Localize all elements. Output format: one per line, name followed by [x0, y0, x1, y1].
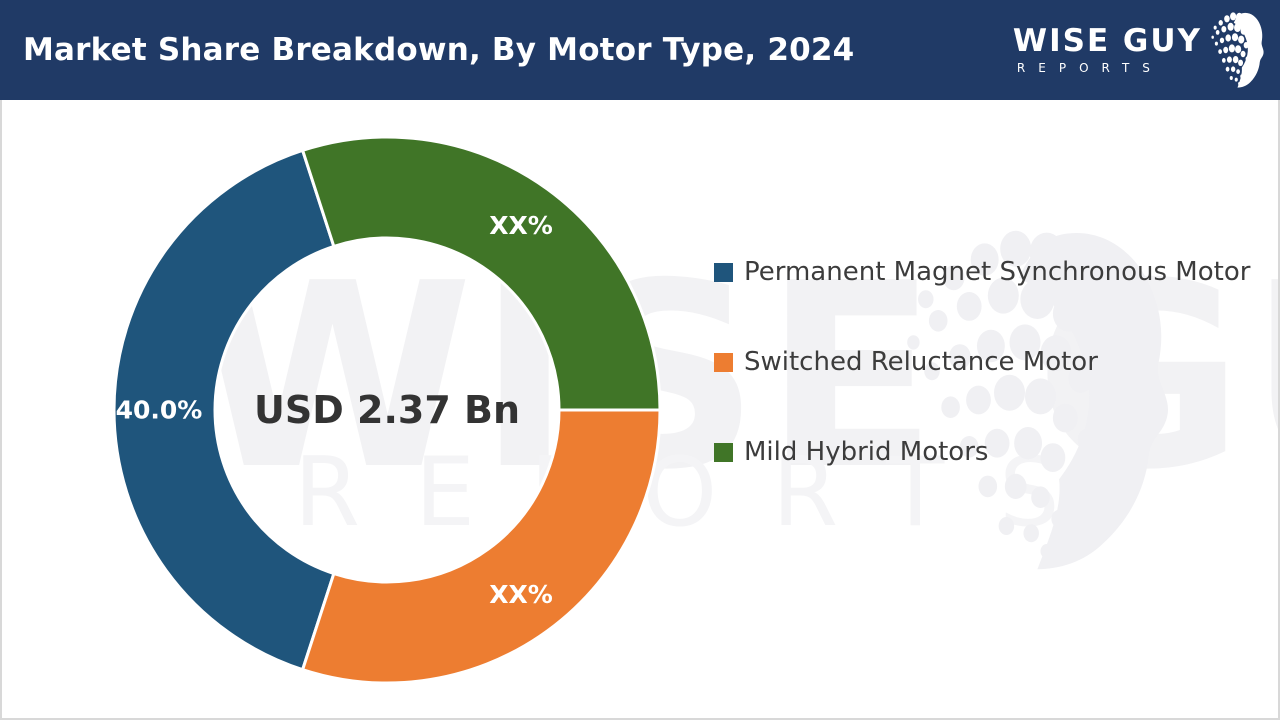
chart-legend: Permanent Magnet Synchronous Motor Switch… — [714, 256, 1250, 468]
legend-label: Switched Reluctance Motor — [744, 347, 1098, 377]
donut-chart-svg: 40.0% XX% XX% — [112, 135, 662, 685]
page-title: Market Share Breakdown, By Motor Type, 2… — [23, 32, 855, 68]
pie-slice-1 — [112, 148, 336, 672]
legend-swatch — [714, 262, 733, 282]
legend-item: Switched Reluctance Motor — [714, 346, 1250, 378]
legend-swatch — [714, 442, 733, 462]
donut-chart: 40.0% XX% XX% — [107, 130, 667, 690]
logo-brand-text: WISE GUY — [1012, 23, 1202, 60]
logo-text: WISE GUY REPORTS — [1013, 25, 1202, 75]
header-bar: Market Share Breakdown, By Motor Type, 2… — [0, 0, 1280, 100]
pie-slice-value-label: XX% — [489, 211, 553, 240]
legend-label: Mild Hybrid Motors — [744, 437, 989, 467]
legend-item: Mild Hybrid Motors — [714, 436, 1250, 468]
legend-label: Permanent Magnet Synchronous Motor — [744, 257, 1251, 287]
chart-area: WISE GUY REPORTS 40.0%XX%XX% USD 2.37 Bn… — [0, 100, 1280, 720]
face-profile-logo-icon — [1211, 12, 1264, 88]
legend-item: Permanent Magnet Synchronous Motor — [714, 256, 1250, 288]
pie-slice-value-label: XX% — [489, 580, 553, 609]
logo-sub-text: REPORTS — [1016, 60, 1163, 75]
donut-center-value: USD 2.37 Bn — [254, 388, 520, 432]
legend-swatch — [714, 352, 733, 372]
pie-slice-value-label: 40.0% — [116, 396, 203, 425]
pie-slice-2 — [301, 408, 662, 685]
wise-guy-reports-logo: WISE GUY REPORTS — [1013, 10, 1266, 90]
pie-slice-3 — [301, 135, 662, 412]
